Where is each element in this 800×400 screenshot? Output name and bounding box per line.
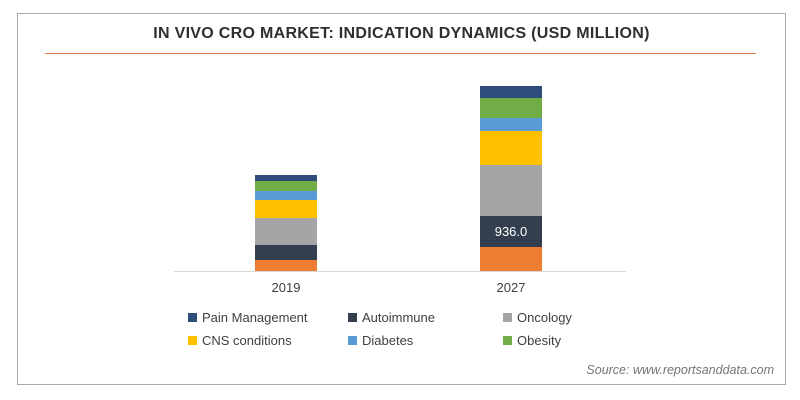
bar-segment-unlabeled bbox=[480, 247, 542, 271]
bar-segment-cns-conditions bbox=[255, 200, 317, 218]
bar-segment-autoimmune bbox=[255, 245, 317, 260]
source-attribution: Source: www.reportsanddata.com bbox=[586, 363, 774, 377]
stacked-bar-2027: 936.0 bbox=[480, 86, 542, 271]
legend-swatch-icon bbox=[348, 312, 357, 322]
legend-swatch-icon bbox=[503, 312, 512, 322]
legend-swatch-icon bbox=[188, 312, 197, 322]
bar-segment-diabetes bbox=[480, 118, 542, 131]
legend-label: Autoimmune bbox=[362, 309, 435, 325]
bar-segment-cns-conditions bbox=[480, 131, 542, 165]
bar-segment-obesity bbox=[480, 98, 542, 118]
legend-label: Diabetes bbox=[362, 332, 414, 348]
legend-item-diabetes: Diabetes bbox=[348, 332, 503, 348]
stacked-bar-2019 bbox=[255, 175, 317, 271]
x-axis-label-2027: 2027 bbox=[496, 280, 526, 295]
bar-segment-obesity bbox=[255, 181, 317, 191]
bar-segment-autoimmune: 936.0 bbox=[480, 216, 542, 247]
legend-item-autoimmune: Autoimmune bbox=[348, 309, 503, 325]
bar-segment-unlabeled bbox=[255, 260, 317, 271]
chart-title: IN VIVO CRO MARKET: INDICATION DYNAMICS … bbox=[153, 25, 650, 42]
x-axis-line bbox=[174, 271, 626, 272]
bar-segment-diabetes bbox=[255, 191, 317, 200]
title-underline-rule bbox=[45, 53, 756, 54]
legend-label: Oncology bbox=[517, 309, 572, 325]
legend: Pain Management Autoimmune Oncology CNS con… bbox=[188, 309, 653, 348]
legend-label: Obesity bbox=[517, 332, 562, 348]
legend-item-pain-management: Pain Management bbox=[188, 309, 348, 325]
legend-item-cns-conditions: CNS conditions bbox=[188, 332, 348, 348]
bar-segment-pain-management bbox=[255, 175, 317, 181]
plot-area: 2019 936.0 2027 bbox=[18, 14, 785, 384]
legend-item-obesity: Obesity bbox=[503, 332, 653, 348]
legend-label: Pain Management bbox=[202, 309, 308, 325]
legend-swatch-icon bbox=[348, 335, 357, 345]
legend-item-oncology: Oncology bbox=[503, 309, 653, 325]
chart-frame: IN VIVO CRO MARKET: INDICATION DYNAMICS … bbox=[17, 13, 786, 385]
legend-swatch-icon bbox=[503, 335, 512, 345]
bar-segment-oncology bbox=[480, 165, 542, 216]
x-axis-label-2019: 2019 bbox=[271, 280, 301, 295]
data-label: 936.0 bbox=[494, 224, 528, 239]
bar-segment-pain-management bbox=[480, 86, 542, 98]
legend-swatch-icon bbox=[188, 335, 197, 345]
bar-segment-oncology bbox=[255, 218, 317, 245]
legend-label: CNS conditions bbox=[202, 332, 292, 348]
